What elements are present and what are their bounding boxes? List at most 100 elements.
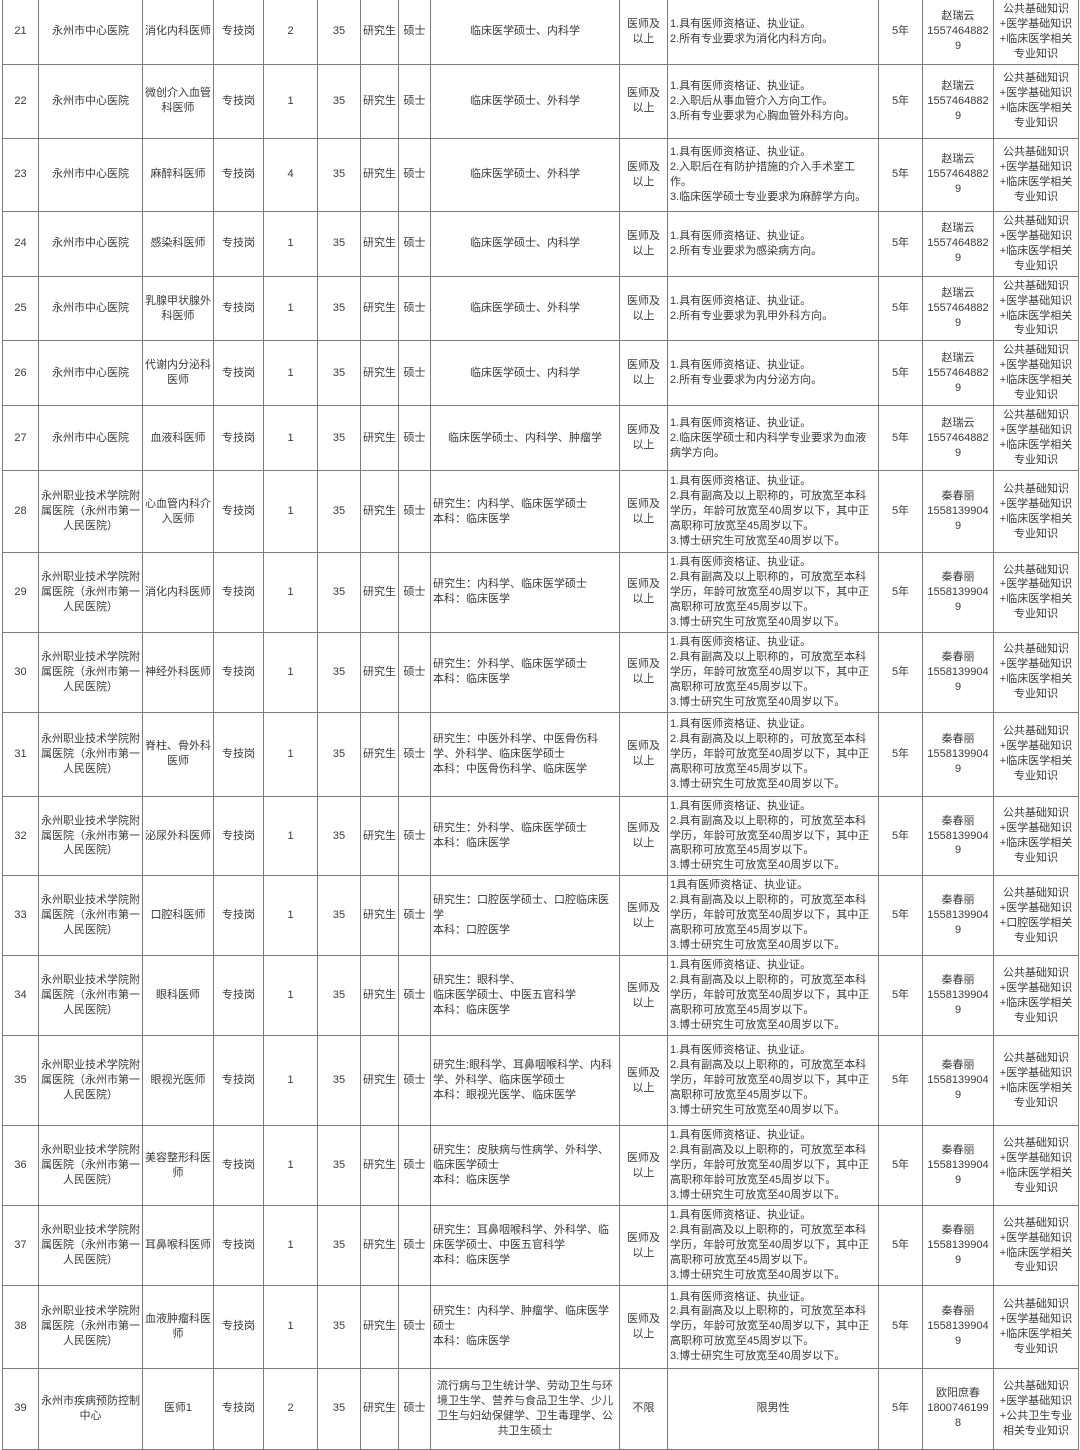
cell-position-title: 微创介入血管科医师 xyxy=(142,63,214,139)
cell-organization: 永州职业技术学院附属医院（永州市第一人民医院） xyxy=(38,631,143,713)
cell-position-title: 美容整形科医师 xyxy=(142,1125,214,1207)
cell-contact: 秦春丽 15581399049 xyxy=(922,795,994,877)
cell-contact: 秦春丽 15581399049 xyxy=(922,1125,994,1207)
cell-age-limit: 35 xyxy=(317,340,361,407)
cell-qualification: 医师及以上 xyxy=(619,210,668,277)
cell-exam-subjects: 公共基础知识+医学基础知识+临床医学相关专业知识 xyxy=(993,275,1079,342)
cell-headcount: 1 xyxy=(263,340,318,407)
cell-service-term: 5年 xyxy=(878,137,923,212)
cell-organization: 永州市中心医院 xyxy=(38,340,143,407)
cell-other-conditions: 限男性 xyxy=(667,1367,879,1450)
cell-age-limit: 35 xyxy=(317,631,361,713)
cell-contact: 秦春丽 15581399049 xyxy=(922,1284,994,1369)
cell-age-limit: 35 xyxy=(317,1125,361,1207)
cell-post-category: 专技岗 xyxy=(213,711,264,797)
cell-exam-subjects: 公共基础知识+医学基础知识+临床医学相关专业知识 xyxy=(993,1125,1079,1207)
cell-post-category: 专技岗 xyxy=(213,210,264,277)
cell-service-term: 5年 xyxy=(878,63,923,139)
cell-other-conditions: 1.具有医师资格证、执业证。 2.具有副高及以上职称的，可放宽至本科学历，年龄可… xyxy=(667,955,879,1037)
table-row: 28 永州职业技术学院附属医院（永州市第一人民医院） 心血管内科介入医师 专技岗… xyxy=(2,470,1079,554)
contact-phone: 15581399049 xyxy=(927,665,989,693)
cell-post-category: 专技岗 xyxy=(213,795,264,877)
cell-major-requirement: 临床医学硕士、内科学、肿瘤学 xyxy=(430,405,620,472)
cell-qualification: 医师及以上 xyxy=(619,955,668,1037)
contact-name: 欧阳庶春 xyxy=(936,1387,980,1400)
cell-position-title: 心血管内科介入医师 xyxy=(142,470,214,554)
cell-major-requirement: 临床医学硕士、内科学 xyxy=(430,340,620,407)
cell-other-conditions: 1.具有医师资格证、执业证。 2.具有副高及以上职称的，可放宽至本科学历，年龄可… xyxy=(667,1284,879,1369)
contact-name: 赵瑞云 xyxy=(941,79,975,92)
cell-exam-subjects: 公共基础知识+医学基础知识+临床医学相关专业知识 xyxy=(993,405,1079,472)
cell-row-number: 28 xyxy=(2,470,39,554)
cell-education-level: 研究生 xyxy=(360,340,399,407)
table-row: 38 永州职业技术学院附属医院（永州市第一人民医院） 血液肿瘤科医师 专技岗 1… xyxy=(2,1284,1079,1369)
cell-other-conditions: 1.具有医师资格证、执业证。 2.具有副高及以上职称的，可放宽至本科学历，年龄可… xyxy=(667,470,879,554)
cell-age-limit: 35 xyxy=(317,137,361,212)
cell-qualification: 医师及以上 xyxy=(619,552,668,633)
contact-phone: 15574648829 xyxy=(927,302,989,329)
contact-phone: 15581399049 xyxy=(927,829,989,857)
cell-qualification: 医师及以上 xyxy=(619,1035,668,1127)
cell-education-level: 研究生 xyxy=(360,1205,399,1286)
cell-exam-subjects: 公共基础知识+医学基础知识+临床医学相关专业知识 xyxy=(993,552,1079,633)
cell-row-number: 36 xyxy=(2,1125,39,1207)
cell-major-requirement: 研究生：外科学、临床医学硕士 本科：临床医学 xyxy=(430,795,620,877)
cell-post-category: 专技岗 xyxy=(213,631,264,713)
cell-row-number: 35 xyxy=(2,1035,39,1127)
cell-exam-subjects: 公共基础知识+医学基础知识+临床医学相关专业知识 xyxy=(993,1205,1079,1286)
cell-position-title: 医师1 xyxy=(142,1367,214,1450)
cell-post-category: 专技岗 xyxy=(213,875,264,957)
cell-other-conditions: 1.具有医师资格证、执业证。 2.入职后从事血管介入方向工作。 3.所有专业要求… xyxy=(667,63,879,139)
cell-organization: 永州职业技术学院附属医院（永州市第一人民医院） xyxy=(38,1125,143,1207)
cell-other-conditions: 1具有医师资格证、执业证。 2.具有副高及以上职称的，可放宽至本科学历，年龄可放… xyxy=(667,875,879,957)
cell-contact: 赵瑞云 15574648829 xyxy=(922,0,994,65)
cell-organization: 永州市中心医院 xyxy=(38,0,143,65)
cell-contact: 赵瑞云 15574648829 xyxy=(922,63,994,139)
cell-contact: 赵瑞云 15574648829 xyxy=(922,210,994,277)
cell-contact: 欧阳庶春 18007461998 xyxy=(922,1367,994,1450)
cell-headcount: 1 xyxy=(263,405,318,472)
cell-service-term: 5年 xyxy=(878,955,923,1037)
cell-qualification: 医师及以上 xyxy=(619,1205,668,1286)
cell-position-title: 脊柱、骨外科医师 xyxy=(142,711,214,797)
cell-organization: 永州市中心医院 xyxy=(38,137,143,212)
cell-education-level: 研究生 xyxy=(360,955,399,1037)
cell-position-title: 消化内科医师 xyxy=(142,0,214,65)
cell-position-title: 神经外科医师 xyxy=(142,631,214,713)
cell-organization: 永州职业技术学院附属医院（永州市第一人民医院） xyxy=(38,1035,143,1127)
table-row: 25 永州市中心医院 乳腺甲状腺外科医师 专技岗 1 35 研究生 硕士 临床医… xyxy=(2,275,1079,342)
contact-name: 秦春丽 xyxy=(941,1059,975,1072)
contact-phone: 15574648829 xyxy=(927,168,989,196)
cell-organization: 永州市中心医院 xyxy=(38,275,143,342)
table-row: 31 永州职业技术学院附属医院（永州市第一人民医院） 脊柱、骨外科医师 专技岗 … xyxy=(2,711,1079,797)
cell-headcount: 1 xyxy=(263,1125,318,1207)
cell-post-category: 专技岗 xyxy=(213,1035,264,1127)
cell-degree: 硕士 xyxy=(398,1284,431,1369)
cell-contact: 赵瑞云 15574648829 xyxy=(922,275,994,342)
cell-row-number: 37 xyxy=(2,1205,39,1286)
table-row: 22 永州市中心医院 微创介入血管科医师 专技岗 1 35 研究生 硕士 临床医… xyxy=(2,63,1079,139)
cell-service-term: 5年 xyxy=(878,552,923,633)
cell-service-term: 5年 xyxy=(878,275,923,342)
table-row: 26 永州市中心医院 代谢内分泌科医师 专技岗 1 35 研究生 硕士 临床医学… xyxy=(2,340,1079,407)
table-row: 35 永州职业技术学院附属医院（永州市第一人民医院） 眼视光医师 专技岗 1 3… xyxy=(2,1035,1079,1127)
cell-contact: 赵瑞云 15574648829 xyxy=(922,340,994,407)
cell-post-category: 专技岗 xyxy=(213,0,264,65)
cell-qualification: 医师及以上 xyxy=(619,137,668,212)
cell-major-requirement: 研究生：中医外科学、中医骨伤科学、外科学、临床医学硕士 本科：中医骨伤科学、临床… xyxy=(430,711,620,797)
cell-service-term: 5年 xyxy=(878,340,923,407)
cell-organization: 永州职业技术学院附属医院（永州市第一人民医院） xyxy=(38,795,143,877)
cell-degree: 硕士 xyxy=(398,63,431,139)
cell-post-category: 专技岗 xyxy=(213,63,264,139)
cell-organization: 永州职业技术学院附属医院（永州市第一人民医院） xyxy=(38,955,143,1037)
cell-qualification: 医师及以上 xyxy=(619,1125,668,1207)
cell-age-limit: 35 xyxy=(317,1035,361,1127)
cell-qualification: 医师及以上 xyxy=(619,1284,668,1369)
cell-other-conditions: 1.具有医师资格证、执业证。 2.具有副高及以上职称的，可放宽至本科学历，年龄可… xyxy=(667,795,879,877)
cell-exam-subjects: 公共基础知识+医学基础知识+临床医学相关专业知识 xyxy=(993,470,1079,554)
cell-qualification: 医师及以上 xyxy=(619,0,668,65)
table-row: 37 永州职业技术学院附属医院（永州市第一人民医院） 耳鼻喉科医师 专技岗 1 … xyxy=(2,1205,1079,1286)
cell-exam-subjects: 公共基础知识+医学基础知识+临床医学相关专业知识 xyxy=(993,210,1079,277)
contact-phone: 15581399049 xyxy=(927,585,989,613)
